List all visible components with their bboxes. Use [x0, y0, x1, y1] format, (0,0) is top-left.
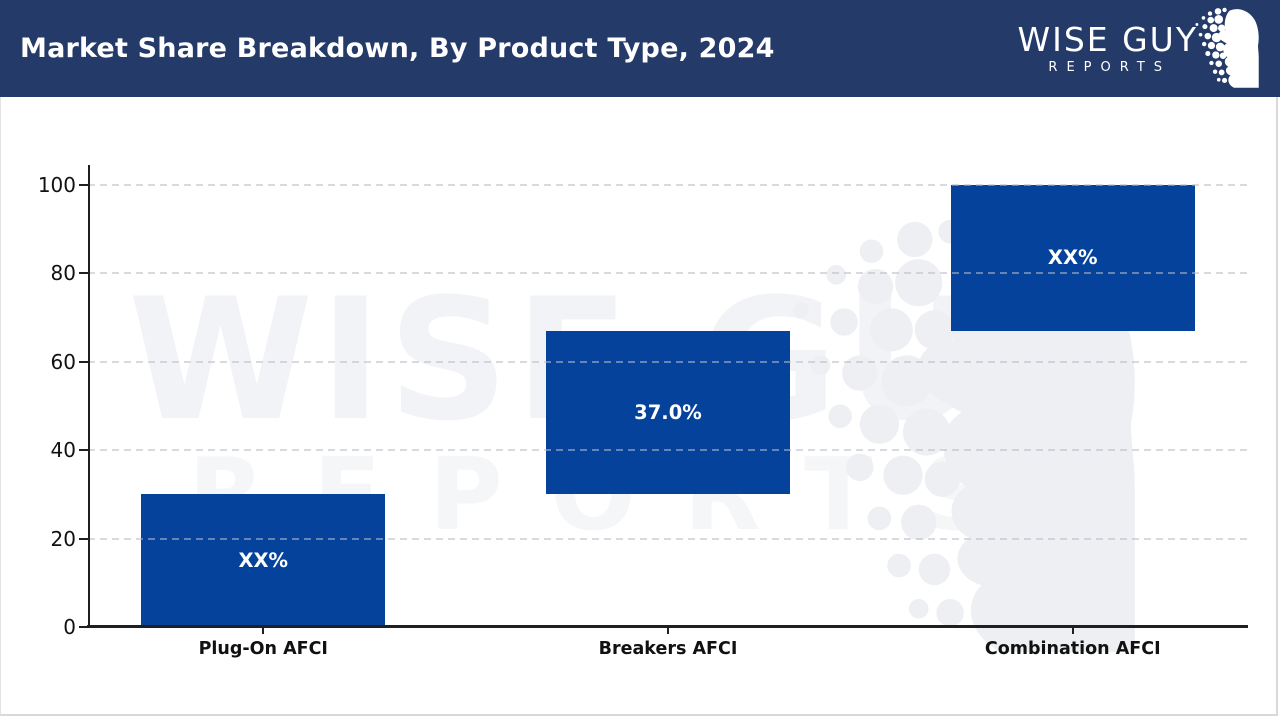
bar-breakers-afci: 37.0% — [546, 330, 790, 495]
y-tick-label: 100 — [37, 172, 76, 197]
bar-combination-afci: XX% — [950, 184, 1195, 331]
bar-value-label: XX% — [1047, 246, 1098, 270]
y-tick-label: 40 — [50, 438, 76, 463]
x-tick-mark — [262, 627, 265, 634]
bar-plug-on-afci: XX% — [141, 494, 386, 627]
brand-wordmark: WISE GUY — [1017, 19, 1198, 59]
x-tick-label-breakers-afci: Breakers AFCI — [598, 639, 738, 659]
plot-area: 0 20 40 60 80 100 XX% Plug-On AFCI 37.0% Breakers… — [38, 165, 1248, 659]
gridline-y-60 — [88, 360, 1248, 363]
y-tick-mark — [79, 449, 88, 452]
bar-value-label: XX% — [238, 549, 289, 573]
gridline-y-80 — [88, 272, 1248, 275]
y-tick-mark — [79, 626, 88, 628]
gridline-y-100 — [88, 183, 1248, 186]
y-tick-mark — [79, 183, 88, 186]
y-tick-label: 0 — [63, 615, 76, 639]
y-tick-label: 20 — [50, 526, 76, 551]
x-tick-label-combination-afci: Combination AFCI — [984, 639, 1161, 659]
y-tick-mark — [79, 272, 88, 275]
x-axis-line — [87, 625, 1248, 628]
y-tick-mark — [79, 360, 88, 363]
bar-value-label: 37.0% — [634, 401, 702, 425]
head-dots-watermark — [793, 219, 1135, 652]
brand-text: WISE GUY REPORTS — [1017, 23, 1198, 75]
brand-tagline: REPORTS — [1048, 59, 1172, 75]
wise-guy-head-icon — [1195, 7, 1259, 88]
x-tick-label-plug-on-afci: Plug-On AFCI — [198, 639, 328, 659]
gridline-y-40 — [88, 449, 1248, 452]
x-tick-mark — [1071, 627, 1074, 634]
header-bar: Market Share Breakdown, By Product Type,… — [0, 0, 1280, 97]
gridline-y-20 — [88, 537, 1248, 540]
y-tick-label: 60 — [50, 349, 76, 374]
y-tick-label: 80 — [50, 261, 76, 286]
page-title: Market Share Breakdown, By Product Type,… — [20, 33, 775, 64]
x-tick-mark — [667, 627, 669, 634]
y-tick-mark — [79, 537, 88, 540]
brand-logo: WISE GUY REPORTS — [1017, 7, 1280, 90]
y-axis-line — [88, 165, 90, 627]
